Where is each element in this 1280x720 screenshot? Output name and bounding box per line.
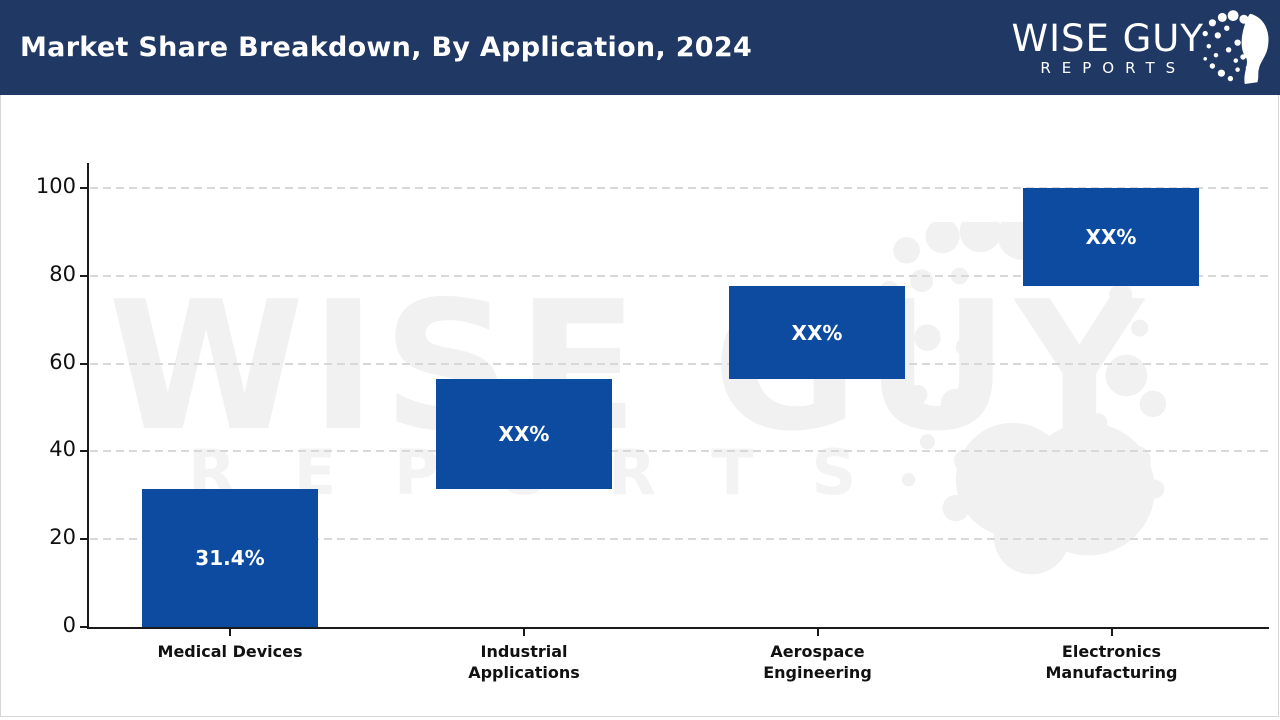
x-tick-mark-aerospace-engineering xyxy=(816,629,819,636)
x-tick-mark-medical-devices xyxy=(229,629,231,636)
y-tick-mark-60 xyxy=(80,362,88,365)
x-category-label-line: Manufacturing xyxy=(1045,663,1178,682)
watermark-wordmark: WISE GUY xyxy=(108,263,1150,470)
y-tick-label-60: 60 xyxy=(49,349,76,374)
x-category-label-line: Applications xyxy=(468,663,580,682)
x-category-label-line: Electronics xyxy=(1061,642,1162,661)
header-bar: Market Share Breakdown, By Application, … xyxy=(0,0,1280,95)
bar-medical-devices: 31.4% xyxy=(142,489,318,627)
y-tick-label-80: 80 xyxy=(49,261,76,286)
x-category-label-industrial-applications: Industrial Applications xyxy=(374,641,674,683)
y-axis-line xyxy=(87,163,89,629)
wise-guy-reports-logo: WISE GUY REPORTS xyxy=(1012,6,1270,90)
x-axis-line xyxy=(87,627,1269,629)
y-tick-label-20: 20 xyxy=(49,525,76,550)
x-category-label-electronics-manufacturing: Electronics Manufacturing xyxy=(962,641,1262,683)
logo-wordmark: WISE GUY xyxy=(1011,17,1204,60)
dotted-face-icon xyxy=(1202,10,1269,84)
x-category-label-line: Industrial xyxy=(480,642,568,661)
logo-text: WISE GUY REPORTS xyxy=(1011,17,1204,78)
x-category-label-medical-devices: Medical Devices xyxy=(80,641,380,662)
bar-electronics-manufacturing: XX% xyxy=(1023,188,1199,286)
x-tick-mark-electronics-manufacturing xyxy=(1110,629,1113,636)
bar-value-label: 31.4% xyxy=(195,546,265,571)
gridline-40 xyxy=(90,450,1269,453)
y-tick-mark-20 xyxy=(80,538,88,541)
page-title: Market Share Breakdown, By Application, … xyxy=(20,32,753,63)
y-tick-label-40: 40 xyxy=(49,437,76,462)
x-category-label-line: Engineering xyxy=(763,663,872,682)
y-tick-label-100: 100 xyxy=(35,174,76,198)
gridline-60 xyxy=(90,362,1269,365)
x-category-label-aerospace-engineering: Aerospace Engineering xyxy=(668,641,968,683)
x-category-label-line: Medical Devices xyxy=(157,642,303,661)
x-tick-mark-industrial-applications xyxy=(523,629,525,636)
content-frame xyxy=(0,95,1279,717)
gridline-100 xyxy=(90,187,1269,189)
x-category-label-line: Aerospace xyxy=(770,642,865,661)
y-tick-mark-80 xyxy=(80,274,88,277)
bar-value-label: XX% xyxy=(498,422,550,447)
bar-value-label: XX% xyxy=(791,320,843,345)
logo-subtitle: REPORTS xyxy=(1040,59,1187,77)
bar-aerospace-engineering: XX% xyxy=(729,285,905,380)
bar-value-label: XX% xyxy=(1085,224,1137,249)
y-tick-mark-40 xyxy=(80,450,88,453)
y-tick-mark-0 xyxy=(80,626,88,628)
y-tick-mark-100 xyxy=(80,187,88,189)
gridline-20 xyxy=(90,538,1269,541)
gridline-80 xyxy=(90,274,1269,277)
y-tick-label-0: 0 xyxy=(62,613,76,637)
bar-industrial-applications: XX% xyxy=(436,379,612,490)
